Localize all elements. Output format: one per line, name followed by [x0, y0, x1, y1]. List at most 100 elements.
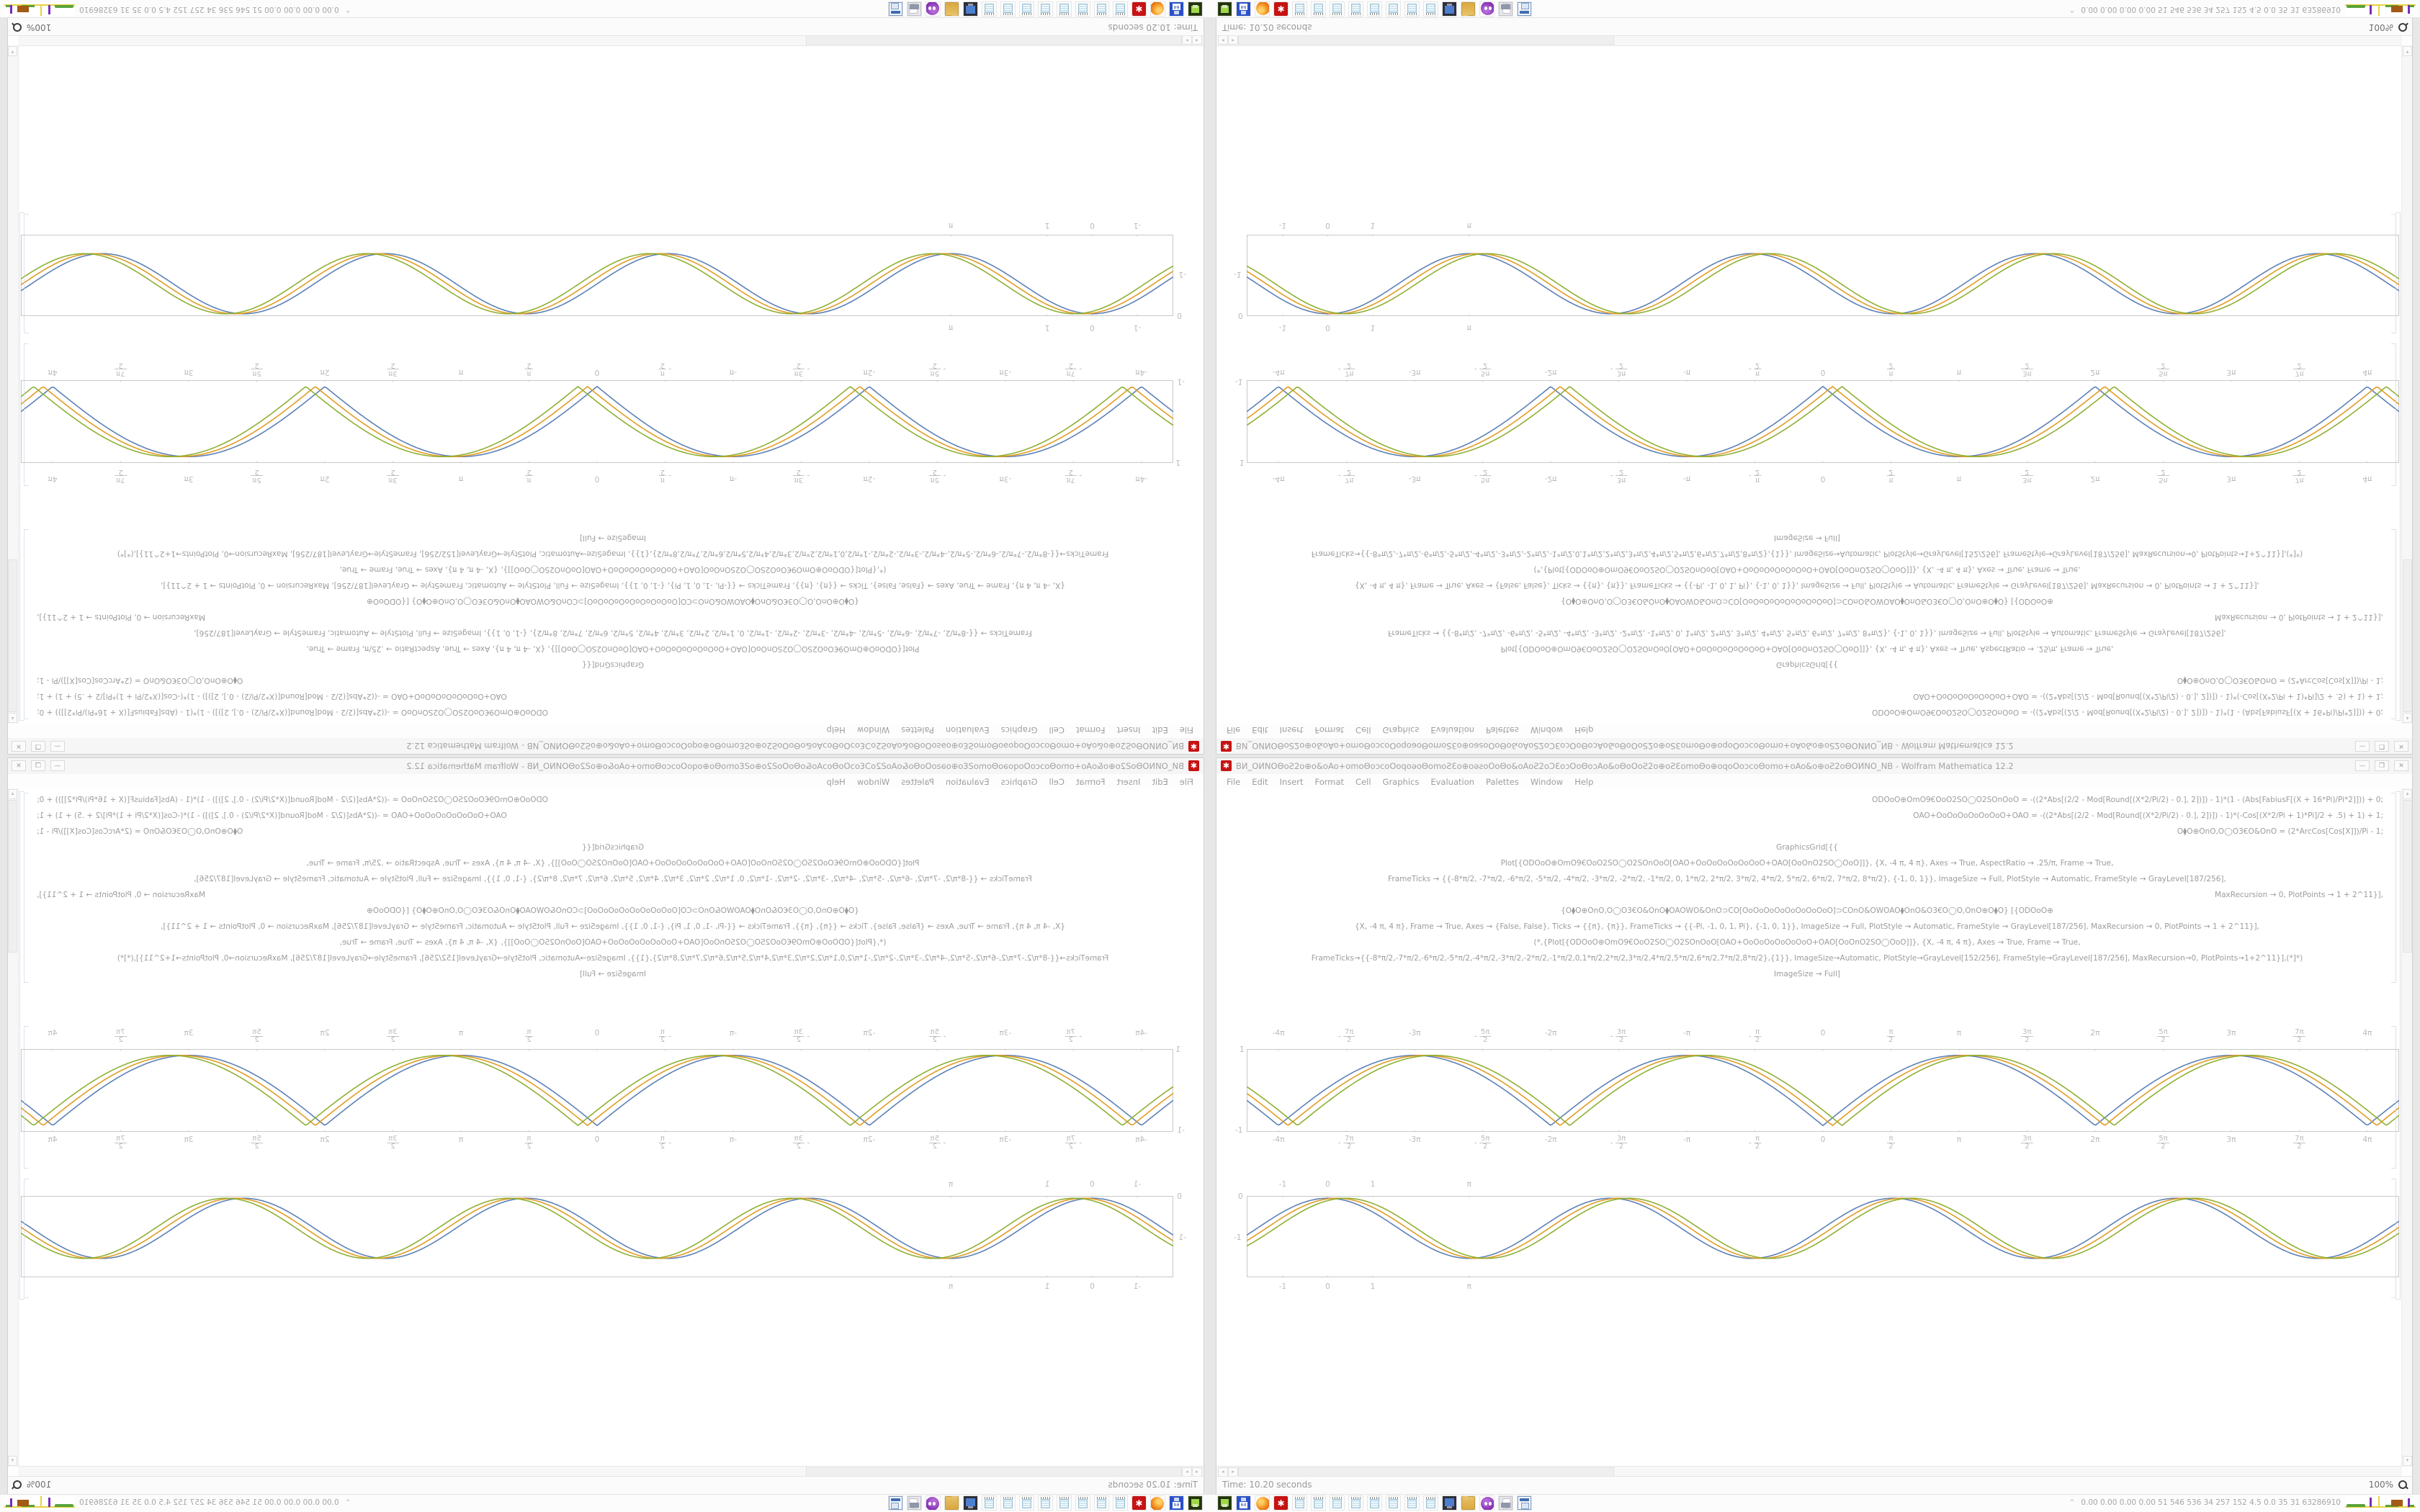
- taskbar-icon-notebook[interactable]: [1330, 1, 1345, 17]
- taskbar-icon-notebook[interactable]: [1423, 1495, 1438, 1511]
- vertical-scrollbar[interactable]: ▴ ▾: [2401, 45, 2412, 724]
- zoom-level[interactable]: 100%: [27, 1480, 52, 1490]
- window-title-bar[interactable]: ✱ BИ_OИNOΘoƧ2o⊕o&oAo+omoΘoɔcoOoqoəoΘomoƧ…: [8, 737, 1204, 754]
- scroll-down-button[interactable]: ▾: [2403, 46, 2412, 56]
- vertical-scroll-thumb[interactable]: [2403, 800, 2412, 953]
- taskbar-icon-firefox[interactable]: [1150, 1495, 1165, 1511]
- taskbar-icon-notebook[interactable]: [1292, 1, 1307, 17]
- window-title-bar[interactable]: ✱ BИ_OИNOΘoƧ2o⊕o&oAo+omoΘoɔcoOoqoəoΘomoƧ…: [1216, 758, 2412, 775]
- menu-item-edit[interactable]: Edit: [1152, 725, 1168, 735]
- magnifier-icon[interactable]: [2398, 22, 2408, 32]
- window-title-bar[interactable]: ✱ BИ_OИNOΘoƧ2o⊕o&oAo+omoΘoɔcoOoqoəoΘomoƧ…: [1216, 737, 2412, 754]
- menu-item-format[interactable]: Format: [1314, 777, 1345, 787]
- taskbar-icon-notebook[interactable]: [1038, 1495, 1053, 1511]
- menu-item-window[interactable]: Window: [856, 777, 890, 787]
- menu-item-palettes[interactable]: Palettes: [1486, 777, 1519, 787]
- scroll-left-button[interactable]: ◂: [1218, 35, 1228, 45]
- horizontal-scroll-thumb[interactable]: [1238, 35, 1614, 45]
- menu-item-cell[interactable]: Cell: [1049, 777, 1065, 787]
- scroll-down-button[interactable]: ▾: [8, 46, 17, 56]
- window-title-bar[interactable]: ✱ BИ_OИNOΘoƧ2o⊕o&oAo+omoΘoɔcoOoqoəoΘomoƧ…: [8, 758, 1204, 775]
- taskbar-icon-terminal[interactable]: [1217, 1, 1232, 17]
- menu-item-format[interactable]: Format: [1314, 725, 1345, 735]
- taskbar-icon-printer[interactable]: [1498, 1, 1513, 17]
- menu-item-help[interactable]: Help: [1574, 725, 1594, 735]
- zoom-level[interactable]: 100%: [2368, 1480, 2393, 1490]
- menu-item-format[interactable]: Format: [1075, 725, 1106, 735]
- taskbar-icon-remote-window[interactable]: [888, 1, 903, 17]
- menu-item-edit[interactable]: Edit: [1152, 777, 1168, 787]
- menu-item-insert[interactable]: Insert: [1279, 777, 1304, 787]
- taskbar-icon-floppy64[interactable]: 64: [1236, 1, 1251, 17]
- taskbar-icon-notebook[interactable]: [1094, 1495, 1109, 1511]
- scroll-up-button[interactable]: ▴: [2403, 713, 2412, 723]
- menu-item-window[interactable]: Window: [1530, 777, 1564, 787]
- input-code-cell[interactable]: ODOoO⊕OmO9€OoO2SO◯O2SOnOoO = -((2*Abs[(2…: [37, 792, 1189, 985]
- chevron-up-icon[interactable]: ⌃: [344, 1498, 351, 1507]
- vertical-scroll-thumb[interactable]: [8, 800, 17, 953]
- taskbar-icon-firefox[interactable]: [1255, 1495, 1270, 1511]
- chevron-up-icon[interactable]: ⌃: [2069, 5, 2076, 14]
- taskbar-icon-folder[interactable]: [1461, 1, 1476, 17]
- menu-item-edit[interactable]: Edit: [1252, 777, 1268, 787]
- menu-item-insert[interactable]: Insert: [1279, 725, 1304, 735]
- cell-bracket-group[interactable]: [19, 212, 24, 721]
- menu-item-edit[interactable]: Edit: [1252, 725, 1268, 735]
- taskbar-icon-notebook[interactable]: [1386, 1, 1401, 17]
- taskbar-icon-remote-window[interactable]: [888, 1495, 903, 1511]
- scroll-down-button[interactable]: ▾: [8, 1456, 17, 1466]
- menu-item-evaluation[interactable]: Evaluation: [1430, 777, 1475, 787]
- vertical-scrollbar[interactable]: ▴ ▾: [2401, 788, 2412, 1467]
- chevron-up-icon[interactable]: ⌃: [2069, 1498, 2076, 1507]
- cell-bracket-output1[interactable]: [2391, 1026, 2396, 1169]
- cell-bracket-output2[interactable]: [2391, 1179, 2396, 1298]
- taskbar-icon-purple-app[interactable]: [1479, 1495, 1494, 1511]
- cell-bracket-output1[interactable]: [24, 343, 29, 486]
- scroll-down-button[interactable]: ▾: [2403, 1456, 2412, 1466]
- input-code-cell[interactable]: ODOoO⊕OmO9€OoO2SO◯O2SOnOoO = -((2*Abs[(2…: [1231, 792, 2383, 985]
- taskbar-icon-notebook[interactable]: [1423, 1, 1438, 17]
- zoom-level[interactable]: 100%: [2368, 22, 2393, 32]
- magnifier-icon[interactable]: [12, 1480, 22, 1490]
- vertical-scrollbar[interactable]: ▴ ▾: [8, 45, 19, 724]
- taskbar-icon-spikey[interactable]: ✱: [1273, 1, 1289, 17]
- taskbar-icon-firefox[interactable]: [1255, 1, 1270, 17]
- taskbar-icon-notebook[interactable]: [1094, 1, 1109, 17]
- horizontal-scrollbar[interactable]: ◂ ▸: [18, 35, 1204, 46]
- menu-item-graphics[interactable]: Graphics: [1382, 777, 1420, 787]
- menu-item-cell[interactable]: Cell: [1355, 777, 1371, 787]
- taskbar-icon-computer[interactable]: [963, 1, 978, 17]
- menu-item-window[interactable]: Window: [1530, 725, 1564, 735]
- scroll-right-button[interactable]: ▸: [1228, 35, 1238, 45]
- taskbar-icon-notebook[interactable]: [1367, 1, 1382, 17]
- horizontal-scroll-thumb[interactable]: [806, 35, 1182, 45]
- input-code-cell[interactable]: ODOoO⊕OmO9€OoO2SO◯O2SOnOoO = -((2*Abs[(2…: [37, 527, 1189, 720]
- horizontal-scrollbar[interactable]: ◂ ▸: [18, 1466, 1204, 1477]
- close-button[interactable]: ✕: [2394, 741, 2408, 752]
- taskbar-icon-remote-window[interactable]: [1517, 1, 1532, 17]
- taskbar-icon-terminal[interactable]: [1188, 1495, 1203, 1511]
- menu-item-file[interactable]: File: [1179, 777, 1193, 787]
- scroll-up-button[interactable]: ▴: [8, 789, 17, 799]
- magnifier-icon[interactable]: [12, 22, 22, 32]
- restore-button[interactable]: ❐: [31, 760, 45, 771]
- taskbar-icon-notebook[interactable]: [1311, 1, 1326, 17]
- taskbar-icon-notebook[interactable]: [1113, 1, 1128, 17]
- menu-item-cell[interactable]: Cell: [1049, 725, 1065, 735]
- taskbar-icon-spikey[interactable]: ✱: [1131, 1, 1147, 17]
- taskbar-icon-printer[interactable]: [1498, 1495, 1513, 1511]
- cell-bracket-group[interactable]: [2396, 212, 2401, 721]
- menu-item-insert[interactable]: Insert: [1116, 777, 1141, 787]
- menu-item-palettes[interactable]: Palettes: [901, 725, 934, 735]
- taskbar-icon-notebook[interactable]: [982, 1, 997, 17]
- taskbar-icon-notebook[interactable]: [1075, 1, 1090, 17]
- taskbar-icon-computer[interactable]: [1442, 1, 1457, 17]
- zoom-level[interactable]: 100%: [27, 22, 52, 32]
- taskbar-icon-notebook[interactable]: [1386, 1495, 1401, 1511]
- horizontal-scrollbar[interactable]: ◂ ▸: [1216, 1466, 2402, 1477]
- system-monitor-graph[interactable]: [2345, 1496, 2416, 1510]
- taskbar-icon-notebook[interactable]: [1019, 1495, 1034, 1511]
- system-monitor-graph[interactable]: [2345, 2, 2416, 16]
- menu-item-graphics[interactable]: Graphics: [1000, 777, 1038, 787]
- restore-button[interactable]: ❐: [2375, 760, 2389, 771]
